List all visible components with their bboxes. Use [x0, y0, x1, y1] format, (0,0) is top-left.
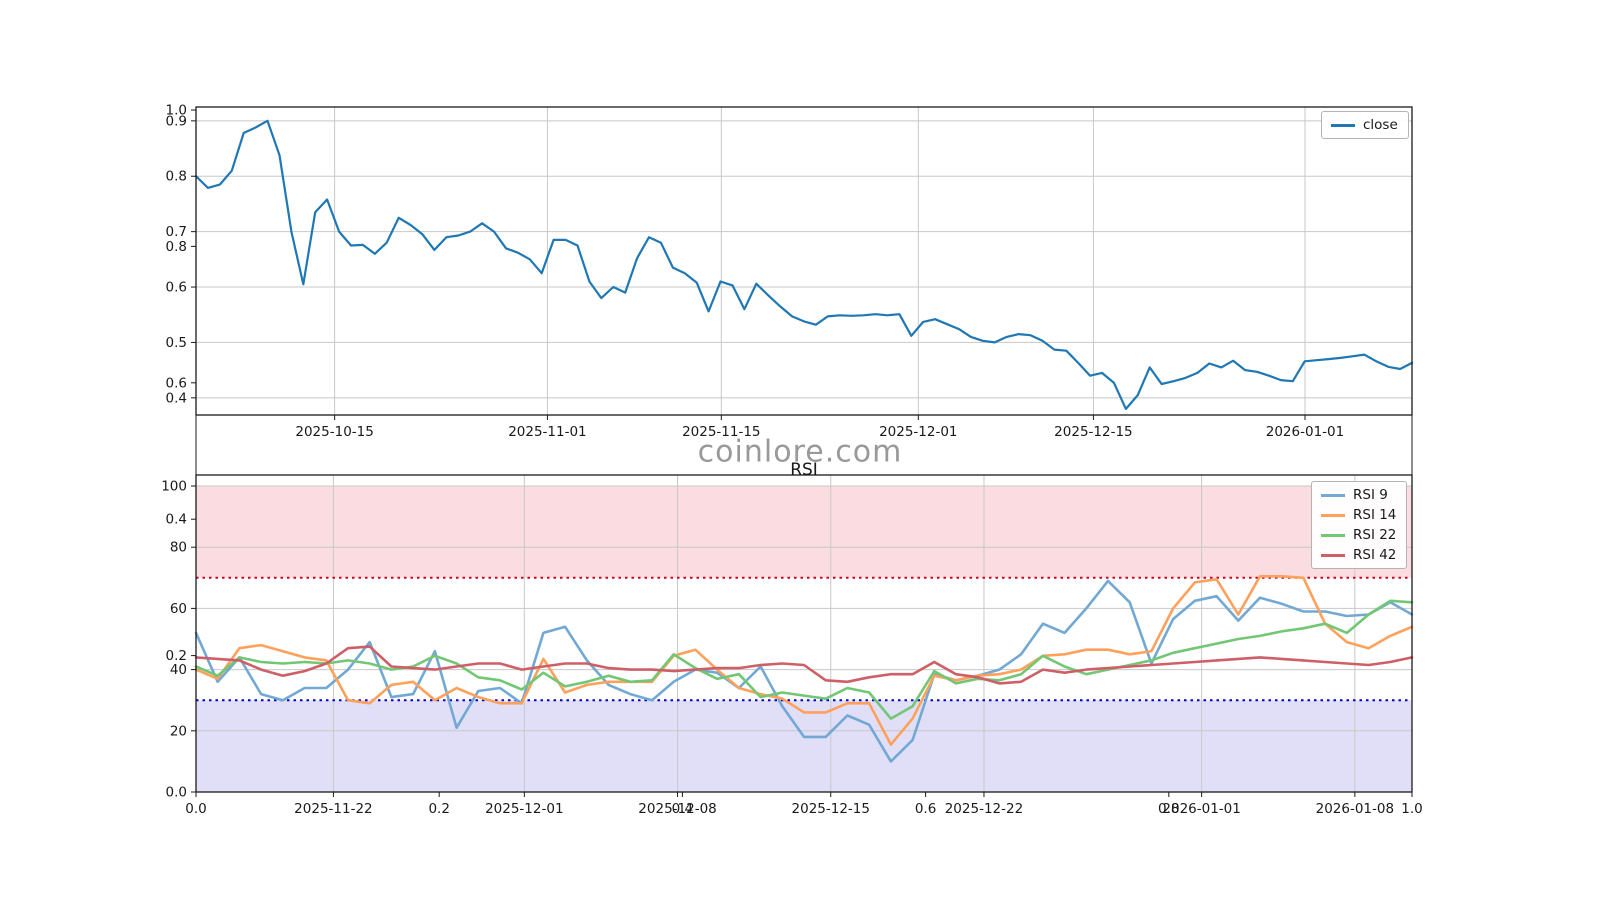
rsi-x-tick-label: 2026-01-08	[1316, 801, 1394, 817]
rsi-legend: RSI 9 RSI 14 RSI 22 RSI 42	[1311, 481, 1408, 569]
overlay-x-tick-label: 1.0	[1401, 801, 1422, 817]
legend-swatch	[1321, 553, 1345, 557]
price-y-tick-label: 0.6	[166, 280, 187, 296]
legend-label: RSI 9	[1353, 487, 1388, 503]
legend-swatch	[1321, 493, 1345, 497]
rsi-x-tick-label: 2025-12-08	[638, 801, 716, 817]
rsi-x-tick-label: 2025-12-01	[485, 801, 563, 817]
overlay-y-tick-label: 0.2	[166, 648, 187, 664]
overlay-y-tick-label: 1.0	[166, 103, 187, 119]
price-legend: close	[1321, 111, 1409, 139]
legend-label: close	[1363, 117, 1398, 133]
legend-swatch	[1331, 123, 1355, 127]
price-x-tick-label: 2025-12-15	[1054, 424, 1132, 440]
watermark: coinlore.com	[697, 434, 903, 470]
legend-label: RSI 14	[1353, 507, 1397, 523]
rsi-band	[196, 486, 1412, 578]
rsi-y-tick-label: 20	[170, 723, 187, 739]
overlay-y-tick-label: 0.8	[166, 239, 187, 255]
close-line	[194, 119, 1414, 410]
price-x-tick-label: 2025-10-15	[295, 424, 373, 440]
overlay-x-tick-label: 0.8	[1158, 801, 1179, 817]
rsi-legend-item: RSI 9	[1321, 487, 1396, 503]
overlay-y-tick-label: 0.0	[166, 785, 187, 801]
rsi-y-tick-label: 60	[170, 601, 187, 617]
overlay-x-tick-label: 0.0	[185, 801, 206, 817]
legend-label: RSI 22	[1353, 527, 1397, 543]
price-y-tick-label: 0.5	[166, 335, 187, 351]
overlay-y-tick-label: 0.4	[166, 512, 187, 528]
rsi-x-tick-label: 2025-12-22	[945, 801, 1023, 817]
rsi-14-line	[194, 574, 1414, 746]
legend-label: RSI 42	[1353, 547, 1397, 563]
overlay-y-tick-label: 0.6	[166, 375, 187, 391]
rsi-legend-item: RSI 42	[1321, 547, 1396, 563]
rsi-panel-title: RSI	[790, 460, 818, 480]
price-x-tick-label: 2025-11-01	[508, 424, 586, 440]
rsi-x-tick-label: 2025-12-15	[792, 801, 870, 817]
price-x-tick-label: 2025-12-01	[879, 424, 957, 440]
price-y-tick-label: 0.9	[166, 113, 187, 129]
rsi-y-tick-label: 40	[170, 662, 187, 678]
price-y-tick-label: 0.8	[166, 169, 187, 185]
rsi-band	[196, 700, 1412, 792]
rsi-legend-item: RSI 14	[1321, 507, 1396, 523]
price-y-tick-label: 0.7	[166, 224, 187, 240]
overlay-x-tick-label: 0.4	[672, 801, 693, 817]
legend-swatch	[1321, 533, 1345, 537]
price-axes-frame	[195, 106, 1413, 416]
price-x-tick-label: 2025-11-15	[682, 424, 760, 440]
rsi-22-line	[194, 599, 1414, 720]
rsi-y-tick-label: 80	[170, 540, 187, 556]
overlay-x-tick-label: 0.2	[428, 801, 449, 817]
price-legend-item: close	[1331, 117, 1398, 133]
legend-swatch	[1321, 513, 1345, 517]
rsi-x-tick-label: 2025-11-22	[294, 801, 372, 817]
price-y-tick-label: 0.4	[166, 390, 187, 406]
overlay-x-tick-label: 0.6	[915, 801, 936, 817]
rsi-legend-item: RSI 22	[1321, 527, 1396, 543]
rsi-x-tick-label: 2026-01-01	[1162, 801, 1240, 817]
rsi-axes-frame	[195, 474, 1413, 793]
rsi-y-tick-label: 100	[161, 479, 187, 495]
price-x-tick-label: 2026-01-01	[1266, 424, 1344, 440]
rsi-9-line	[194, 579, 1414, 763]
rsi-42-line	[194, 645, 1414, 685]
